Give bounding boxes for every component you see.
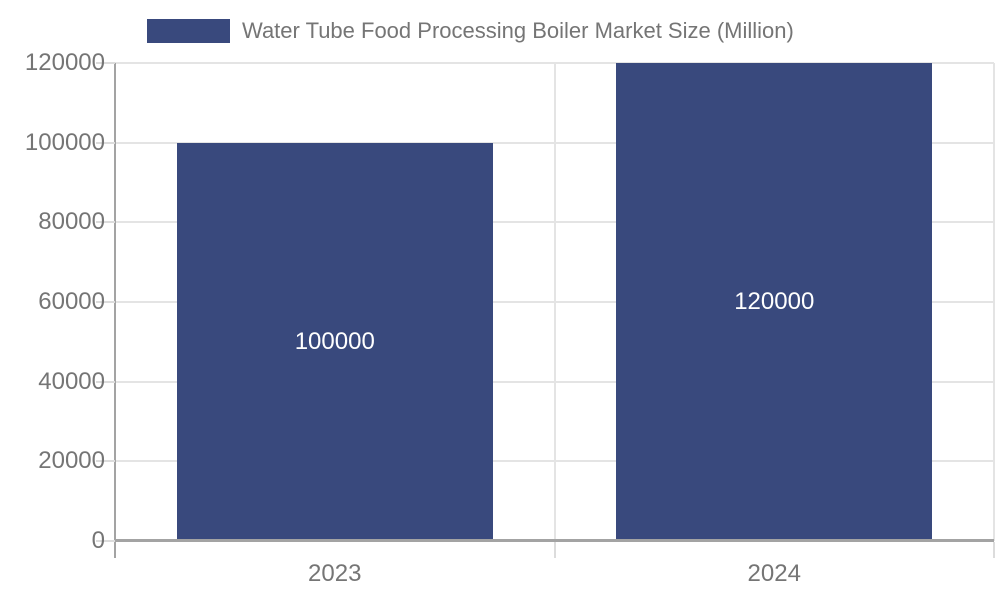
bar-value-label: 120000 bbox=[734, 288, 815, 315]
bar-2023: 100000 bbox=[176, 142, 493, 541]
legend-label: Water Tube Food Processing Boiler Market… bbox=[242, 18, 794, 43]
gridline-vertical bbox=[993, 63, 995, 541]
y-tick-mark bbox=[96, 221, 115, 224]
y-tick-mark bbox=[96, 460, 115, 463]
y-tick-mark bbox=[96, 380, 115, 383]
y-tick-mark bbox=[96, 141, 115, 144]
y-tick-mark bbox=[96, 62, 115, 64]
y-tick-mark bbox=[96, 301, 115, 303]
x-tick-mark bbox=[993, 542, 995, 558]
y-axis-line bbox=[114, 63, 116, 558]
gridline-vertical bbox=[553, 63, 556, 541]
y-tick-label: 120000 bbox=[24, 49, 105, 76]
x-axis-line bbox=[115, 539, 994, 542]
x-tick-label: 2024 bbox=[747, 560, 801, 587]
legend-swatch bbox=[147, 19, 230, 43]
y-tick-label: 40000 bbox=[38, 367, 105, 395]
y-tick-label: 60000 bbox=[38, 288, 105, 315]
y-tick-label: 20000 bbox=[38, 447, 105, 475]
bar-2024: 120000 bbox=[616, 63, 933, 541]
legend: Water Tube Food Processing Boiler Market… bbox=[147, 14, 794, 48]
bar-value-label: 100000 bbox=[294, 327, 375, 355]
y-tick-label: 80000 bbox=[38, 208, 105, 236]
x-tick-label: 2023 bbox=[308, 560, 362, 587]
y-tick-mark bbox=[96, 540, 115, 542]
x-tick-mark bbox=[553, 542, 556, 558]
y-tick-label: 100000 bbox=[24, 128, 105, 156]
y-tick-label: 0 bbox=[91, 527, 105, 554]
